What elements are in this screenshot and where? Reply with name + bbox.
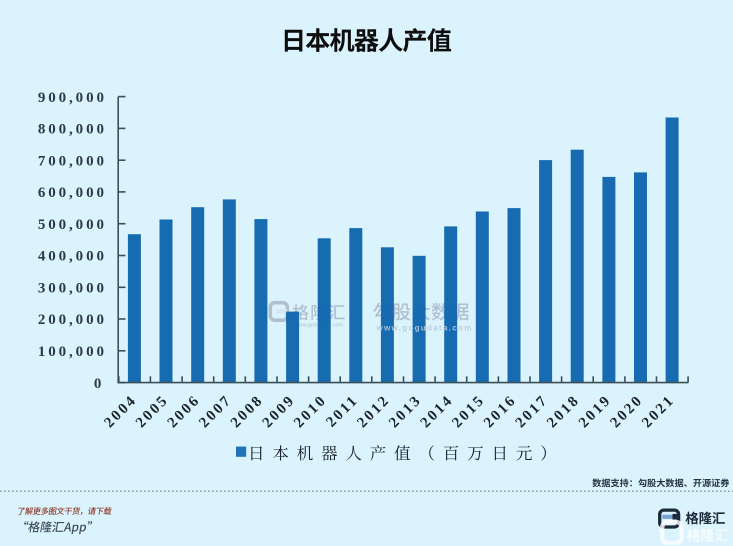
svg-text:800,000: 800,000 <box>38 122 107 138</box>
svg-text:700,000: 700,000 <box>38 153 107 169</box>
svg-text:600,000: 600,000 <box>38 185 107 201</box>
svg-text:400,000: 400,000 <box>38 249 107 265</box>
svg-text:200,000: 200,000 <box>38 312 107 328</box>
svg-text:100,000: 100,000 <box>38 344 107 360</box>
svg-text:www.gogudata.com: www.gogudata.com <box>376 323 473 332</box>
svg-text:900,000: 900,000 <box>38 90 107 106</box>
svg-text:300,000: 300,000 <box>38 281 107 297</box>
svg-text:500,000: 500,000 <box>38 217 107 233</box>
svg-text:0: 0 <box>94 376 104 392</box>
